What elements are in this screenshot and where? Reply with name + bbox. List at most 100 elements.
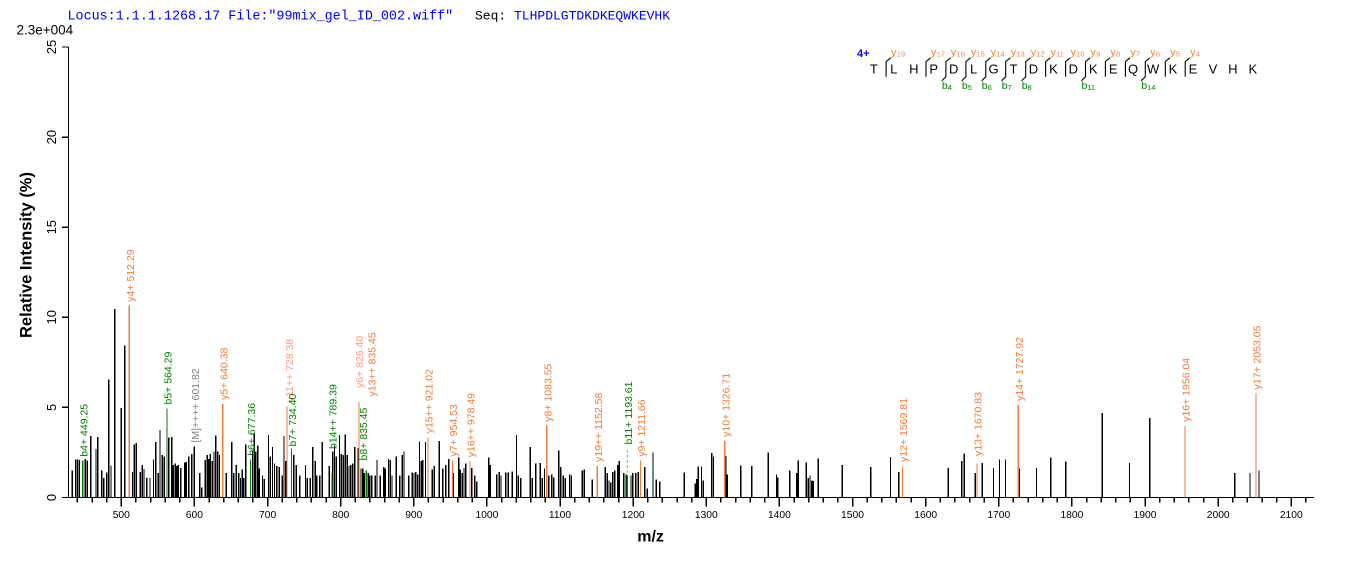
svg-text:H: H [1228, 62, 1237, 77]
svg-text:y17+ 2053.05: y17+ 2053.05 [1252, 325, 1264, 389]
svg-text:y: y [1110, 47, 1116, 59]
svg-text:Q: Q [1128, 62, 1138, 77]
svg-text:4: 4 [1196, 50, 1200, 59]
svg-text:1800: 1800 [1060, 510, 1083, 521]
svg-text:E: E [1109, 62, 1118, 77]
svg-text:y16++ 978.49: y16++ 978.49 [466, 393, 478, 457]
svg-text:800: 800 [332, 510, 349, 521]
svg-text:25: 25 [44, 40, 59, 54]
svg-text:b8+ 835.45: b8+ 835.45 [358, 407, 370, 460]
svg-text:700: 700 [259, 510, 276, 521]
svg-text:y7+ 954.53: y7+ 954.53 [448, 404, 460, 456]
svg-text:L: L [890, 62, 897, 77]
svg-text:12: 12 [1036, 50, 1044, 59]
svg-text:Locus:1.1.1.1268.17 File:"99mi: Locus:1.1.1.1268.17 File:"99mix_gel_ID_0… [68, 10, 454, 25]
svg-text:K: K [1248, 62, 1257, 77]
svg-text:2000: 2000 [1207, 510, 1230, 521]
svg-text:14: 14 [1147, 83, 1155, 92]
svg-text:y19++ 1152.58: y19++ 1152.58 [593, 393, 605, 462]
svg-text:11: 11 [1056, 50, 1064, 59]
svg-text:D: D [1029, 62, 1038, 77]
svg-text:1700: 1700 [987, 510, 1010, 521]
svg-text:b6+ 677.36: b6+ 677.36 [246, 403, 258, 456]
svg-text:15: 15 [44, 220, 59, 234]
svg-text:8: 8 [1116, 50, 1120, 59]
svg-text:y: y [1130, 47, 1136, 59]
svg-text:T: T [870, 62, 878, 77]
svg-text:[M]++++ 601.82: [M]++++ 601.82 [190, 368, 202, 442]
svg-text:b4+ 449.25: b4+ 449.25 [79, 404, 91, 457]
svg-text:8: 8 [1028, 83, 1032, 92]
svg-text:D: D [1069, 62, 1078, 77]
svg-text:1200: 1200 [622, 510, 645, 521]
svg-text:y: y [1011, 47, 1017, 59]
svg-text:600: 600 [186, 510, 203, 521]
svg-text:y13+ 1670.83: y13+ 1670.83 [973, 392, 985, 456]
svg-text:b: b [982, 80, 988, 92]
svg-text:b: b [1002, 80, 1008, 92]
svg-text:2.3e+004: 2.3e+004 [17, 23, 74, 38]
svg-text:K: K [1089, 62, 1098, 77]
svg-text:b5+ 564.29: b5+ 564.29 [163, 351, 175, 404]
svg-text:b: b [1022, 80, 1028, 92]
svg-text:7: 7 [1008, 83, 1012, 92]
svg-text:6: 6 [1156, 50, 1160, 59]
svg-text:y15++ 921.02: y15++ 921.02 [424, 369, 436, 433]
svg-text:y: y [1170, 47, 1176, 59]
svg-text:1900: 1900 [1134, 510, 1157, 521]
svg-text:b: b [942, 80, 948, 92]
svg-text:4: 4 [948, 83, 952, 92]
svg-text:b7+ 734.40: b7+ 734.40 [287, 393, 299, 446]
svg-text:11: 11 [1087, 83, 1095, 92]
svg-text:W: W [1147, 62, 1160, 77]
svg-text:Seq:: Seq: [475, 9, 506, 24]
svg-text:y8+ 1083.55: y8+ 1083.55 [543, 363, 555, 421]
svg-text:b: b [962, 80, 968, 92]
svg-text:6: 6 [988, 83, 992, 92]
svg-text:y16+ 1956.04: y16+ 1956.04 [1181, 358, 1193, 422]
svg-text:y: y [1190, 47, 1196, 59]
svg-text:y13++ 835.45: y13++ 835.45 [367, 332, 379, 396]
svg-text:19: 19 [897, 50, 905, 59]
svg-text:1000: 1000 [475, 510, 498, 521]
svg-text:20: 20 [44, 130, 59, 144]
svg-text:y: y [1091, 47, 1097, 59]
svg-text:14: 14 [996, 50, 1004, 59]
svg-text:b: b [1141, 80, 1147, 92]
svg-text:1100: 1100 [549, 510, 571, 521]
svg-text:y: y [1071, 47, 1077, 59]
svg-text:5: 5 [968, 83, 972, 92]
svg-text:y6+ 826.40: y6+ 826.40 [354, 336, 366, 388]
svg-text:16: 16 [957, 50, 965, 59]
svg-text:b14++ 789.39: b14++ 789.39 [328, 384, 340, 449]
svg-text:10: 10 [1076, 50, 1084, 59]
svg-text:y: y [1150, 47, 1156, 59]
svg-text:1600: 1600 [914, 510, 937, 521]
svg-text:P: P [929, 62, 938, 77]
svg-text:V: V [1209, 62, 1218, 77]
svg-text:E: E [1189, 62, 1198, 77]
svg-text:K: K [1169, 62, 1178, 77]
svg-text:y5+ 640.38: y5+ 640.38 [218, 347, 230, 399]
svg-text:y: y [991, 47, 997, 59]
svg-text:y: y [971, 47, 977, 59]
svg-text:y: y [1031, 47, 1037, 59]
svg-text:L: L [970, 62, 977, 77]
svg-text:y11++ 728.38: y11++ 728.38 [284, 339, 296, 403]
svg-text:G: G [988, 62, 998, 77]
svg-text:0: 0 [44, 494, 59, 501]
svg-text:2100: 2100 [1280, 510, 1303, 521]
svg-text:900: 900 [405, 510, 422, 521]
svg-text:y: y [931, 47, 937, 59]
svg-text:10: 10 [44, 310, 59, 324]
svg-text:4+: 4+ [857, 48, 870, 60]
svg-text:b: b [1082, 80, 1088, 92]
svg-text:T: T [1010, 62, 1018, 77]
svg-text:7: 7 [1136, 50, 1140, 59]
svg-text:13: 13 [1016, 50, 1024, 59]
svg-text:500: 500 [113, 510, 130, 521]
svg-text:y: y [891, 47, 897, 59]
svg-text:H: H [909, 62, 918, 77]
svg-text:y9+ 1211.66: y9+ 1211.66 [636, 399, 648, 456]
svg-text:y4+ 512.29: y4+ 512.29 [125, 249, 137, 301]
